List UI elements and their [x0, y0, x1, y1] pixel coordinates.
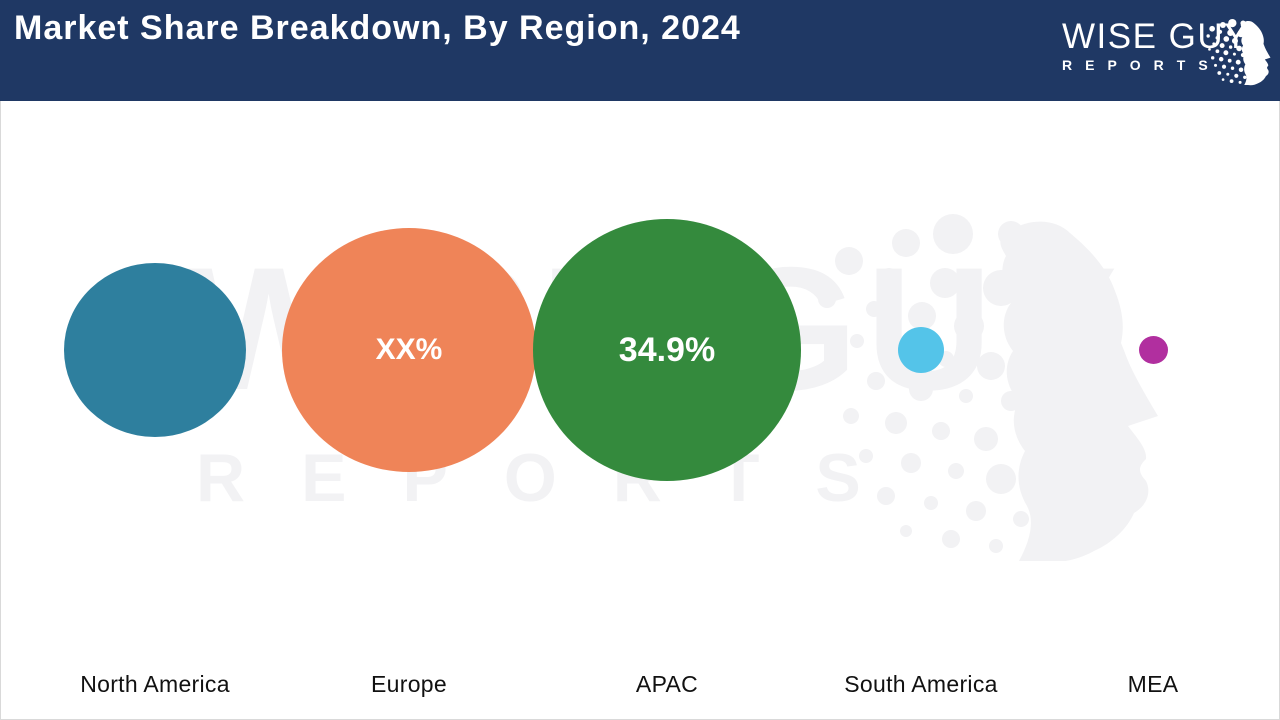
header-bar: Market Share Breakdown, By Region, 2024 … [0, 0, 1280, 101]
category-label-apac: APAC [635, 671, 699, 697]
category-label-mea: MEA [1127, 671, 1179, 697]
logo-subtitle: REPORTS [1062, 57, 1221, 73]
watermark-head-icon [806, 211, 1166, 566]
logo-head-icon [1204, 8, 1272, 101]
category-label-south-america: South America [844, 671, 998, 697]
bubble-mea [1139, 336, 1168, 364]
category-label-europe: Europe [371, 671, 447, 697]
bubble-label: 34.9% [618, 330, 716, 369]
wise-guy-logo: WISE GUY REPORTS [1024, 6, 1274, 96]
bubble-apac: 34.9% [533, 219, 801, 481]
bubble-north-america [64, 263, 246, 437]
chart-area: WISE GUY REPORTS XX% 34.9% N [0, 101, 1280, 720]
category-label-north-america: North America [80, 671, 230, 697]
bubble-label: XX% [375, 333, 443, 366]
bubble-south-america [898, 327, 944, 373]
bubble-europe: XX% [282, 228, 536, 472]
page-title: Market Share Breakdown, By Region, 2024 [14, 9, 741, 47]
